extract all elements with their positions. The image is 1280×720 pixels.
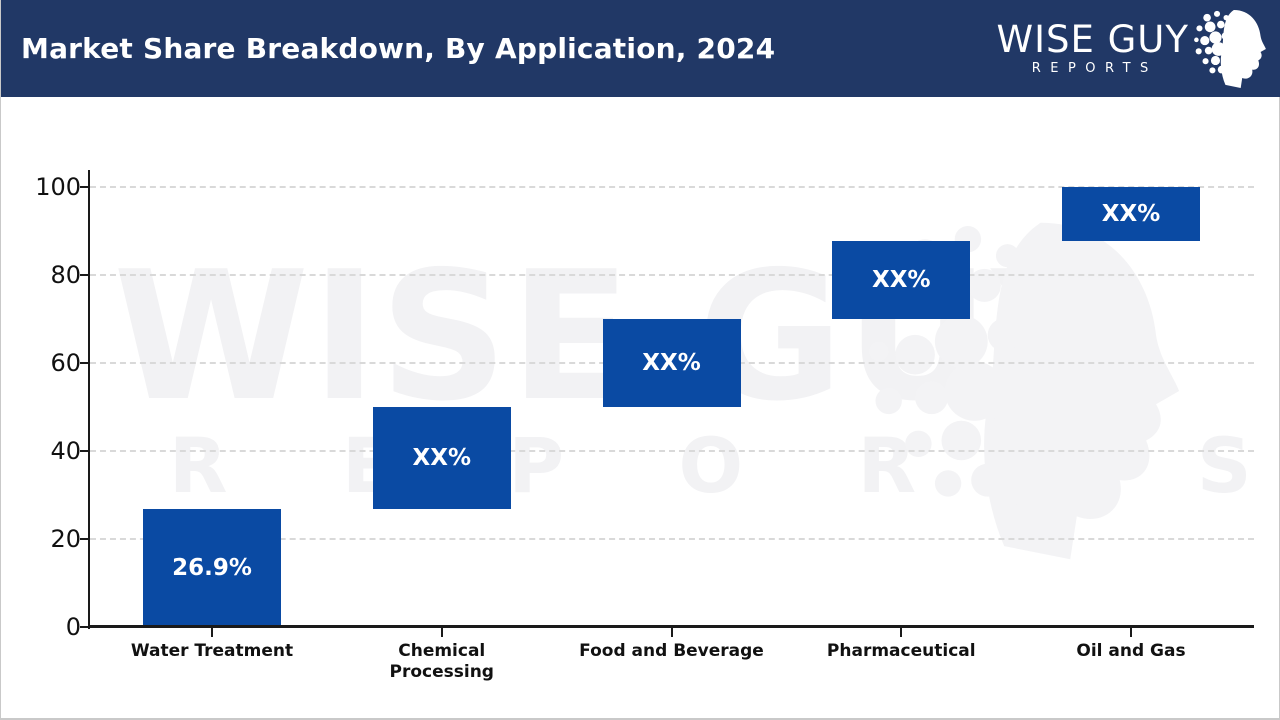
bar-value-label: XX% [1101,201,1161,228]
bar-chemical-processing: XX% [372,407,511,509]
y-axis-line [88,170,90,629]
gridline-40 [90,450,1254,452]
bar-food-and-beverage: XX% [602,319,741,408]
x-axis-line [88,625,1254,628]
x-axis-category-5: Oil and Gas [1076,641,1186,661]
x-axis-category-3: Food and Beverage [579,641,764,661]
watermark-face-icon [868,222,1180,560]
bar-value-label: XX% [412,445,471,472]
y-axis-tick-0: 0 [65,613,81,641]
x-axis-tickmark-3 [670,628,673,637]
x-axis-tickmark-1 [211,628,213,637]
bar-value-label: XX% [642,350,701,377]
y-axis-tickmark-100 [80,186,88,188]
y-axis-tickmark-20 [80,538,88,540]
logo-subtitle: REPORTS [1031,61,1158,76]
gridline-20 [90,538,1254,540]
header-bar: Market Share Breakdown, By Application, … [1,0,1280,97]
y-axis-tickmark-0 [80,626,88,628]
bar-pharmaceutical: XX% [832,241,971,320]
y-axis-tick-20: 20 [50,525,81,553]
x-axis-tickmark-4 [900,628,903,637]
x-axis-category-4: Pharmaceutical [826,641,976,661]
logo-text: WISE GUY REPORTS [997,21,1189,76]
x-axis-category-2: Chemical Processing [389,641,494,683]
y-axis-tick-80: 80 [50,261,81,289]
y-axis-tick-100: 100 [35,173,81,201]
y-axis-tickmark-60 [80,362,88,364]
bar-water-treatment: 26.9% [143,508,281,627]
page-title: Market Share Breakdown, By Application, … [21,32,776,65]
y-axis-tickmark-40 [80,450,88,452]
bar-value-label: XX% [871,267,931,294]
brand-logo: WISE GUY REPORTS [997,7,1271,91]
y-axis-tick-40: 40 [50,437,81,465]
x-axis-tickmark-5 [1130,628,1132,637]
logo-face-icon [1194,9,1266,88]
y-axis-tickmark-80 [80,274,88,276]
x-axis-category-1: Water Treatment [130,641,294,661]
x-axis-tickmark-2 [440,628,443,637]
bar-value-label: 26.9% [172,554,252,581]
logo-wordmark: WISE GUY [996,18,1189,61]
gridline-80 [90,274,1254,276]
y-axis-tick-60: 60 [50,349,81,377]
bar-oil-and-gas: XX% [1062,187,1200,242]
gridline-100 [90,186,1254,188]
